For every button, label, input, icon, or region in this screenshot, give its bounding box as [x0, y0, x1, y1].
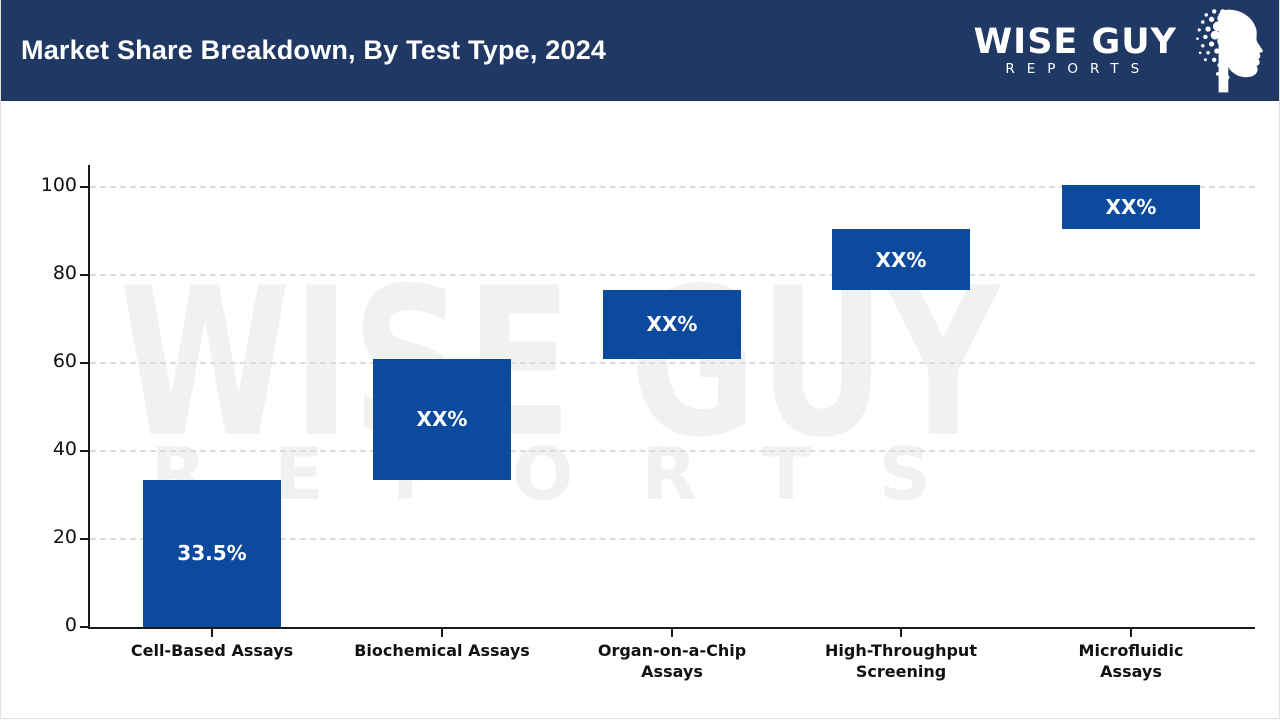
brand-face-icon	[1196, 8, 1263, 92]
y-tick-mark	[80, 362, 90, 364]
y-tick-label: 100	[40, 174, 77, 196]
grid-line	[90, 450, 1255, 452]
grid-line	[90, 274, 1255, 276]
header-bar: Market Share Breakdown, By Test Type, 20…	[1, 0, 1279, 101]
chart-title: Market Share Breakdown, By Test Type, 20…	[21, 35, 607, 65]
x-tick-mark	[1130, 629, 1132, 637]
y-tick-mark	[80, 626, 90, 628]
bar: XX%	[603, 290, 741, 359]
grid-line	[90, 186, 1255, 188]
x-tick-mark	[441, 629, 443, 637]
x-tick-label: Cell-Based Assays	[131, 640, 293, 661]
y-axis	[88, 165, 90, 629]
bar-value-label: XX%	[1105, 194, 1157, 219]
x-tick-mark	[211, 629, 213, 637]
brand-subname: REPORTS	[1005, 61, 1152, 78]
y-tick-label: 60	[52, 350, 77, 372]
grid-line	[90, 362, 1255, 364]
bar-value-label: 33.5%	[177, 541, 247, 566]
x-tick-label-line: Screening	[855, 662, 947, 681]
brand-name: WISE GUY	[973, 21, 1177, 62]
x-tick-label-line: Biochemical Assays	[354, 641, 530, 660]
x-axis	[88, 627, 1255, 629]
bar: XX%	[832, 228, 970, 291]
x-tick-label-line: Assays	[641, 662, 703, 681]
x-tick-label-line: Assays	[1100, 662, 1162, 681]
x-tick-mark	[900, 629, 902, 637]
brand-logo-text: WISE GUY REPORTS	[973, 21, 1177, 78]
bar-value-label: XX%	[646, 312, 698, 337]
x-tick-label-line: Organ-on-a-Chip	[597, 641, 747, 660]
x-tick-label-line: High-Throughput	[825, 641, 977, 660]
y-tick-mark	[80, 450, 90, 452]
x-tick-label-line: Microfluidic	[1078, 641, 1184, 660]
x-tick-label: Microfluidic Assays	[1079, 640, 1184, 682]
bar: XX%	[373, 358, 511, 480]
x-tick-label-line: Cell-Based Assays	[130, 641, 294, 660]
grid-line	[90, 538, 1255, 540]
y-tick-label: 80	[52, 262, 77, 284]
bar: 33.5%	[143, 479, 281, 627]
y-tick-label: 40	[52, 438, 77, 460]
bar: XX%	[1062, 184, 1200, 229]
x-tick-label: Organ-on-a-Chip Assays	[598, 640, 746, 682]
y-tick-mark	[80, 538, 90, 540]
y-tick-mark	[80, 186, 90, 188]
brand-logo: WISE GUY REPORTS	[974, 7, 1279, 95]
y-tick-mark	[80, 274, 90, 276]
y-tick-label: 20	[52, 526, 77, 548]
bar-value-label: XX%	[416, 407, 468, 432]
x-tick-label: High-Throughput Screening	[825, 640, 977, 682]
y-tick-label: 0	[64, 614, 77, 636]
x-tick-label: Biochemical Assays	[354, 640, 530, 661]
bar-value-label: XX%	[875, 247, 927, 272]
x-tick-mark	[671, 629, 673, 637]
